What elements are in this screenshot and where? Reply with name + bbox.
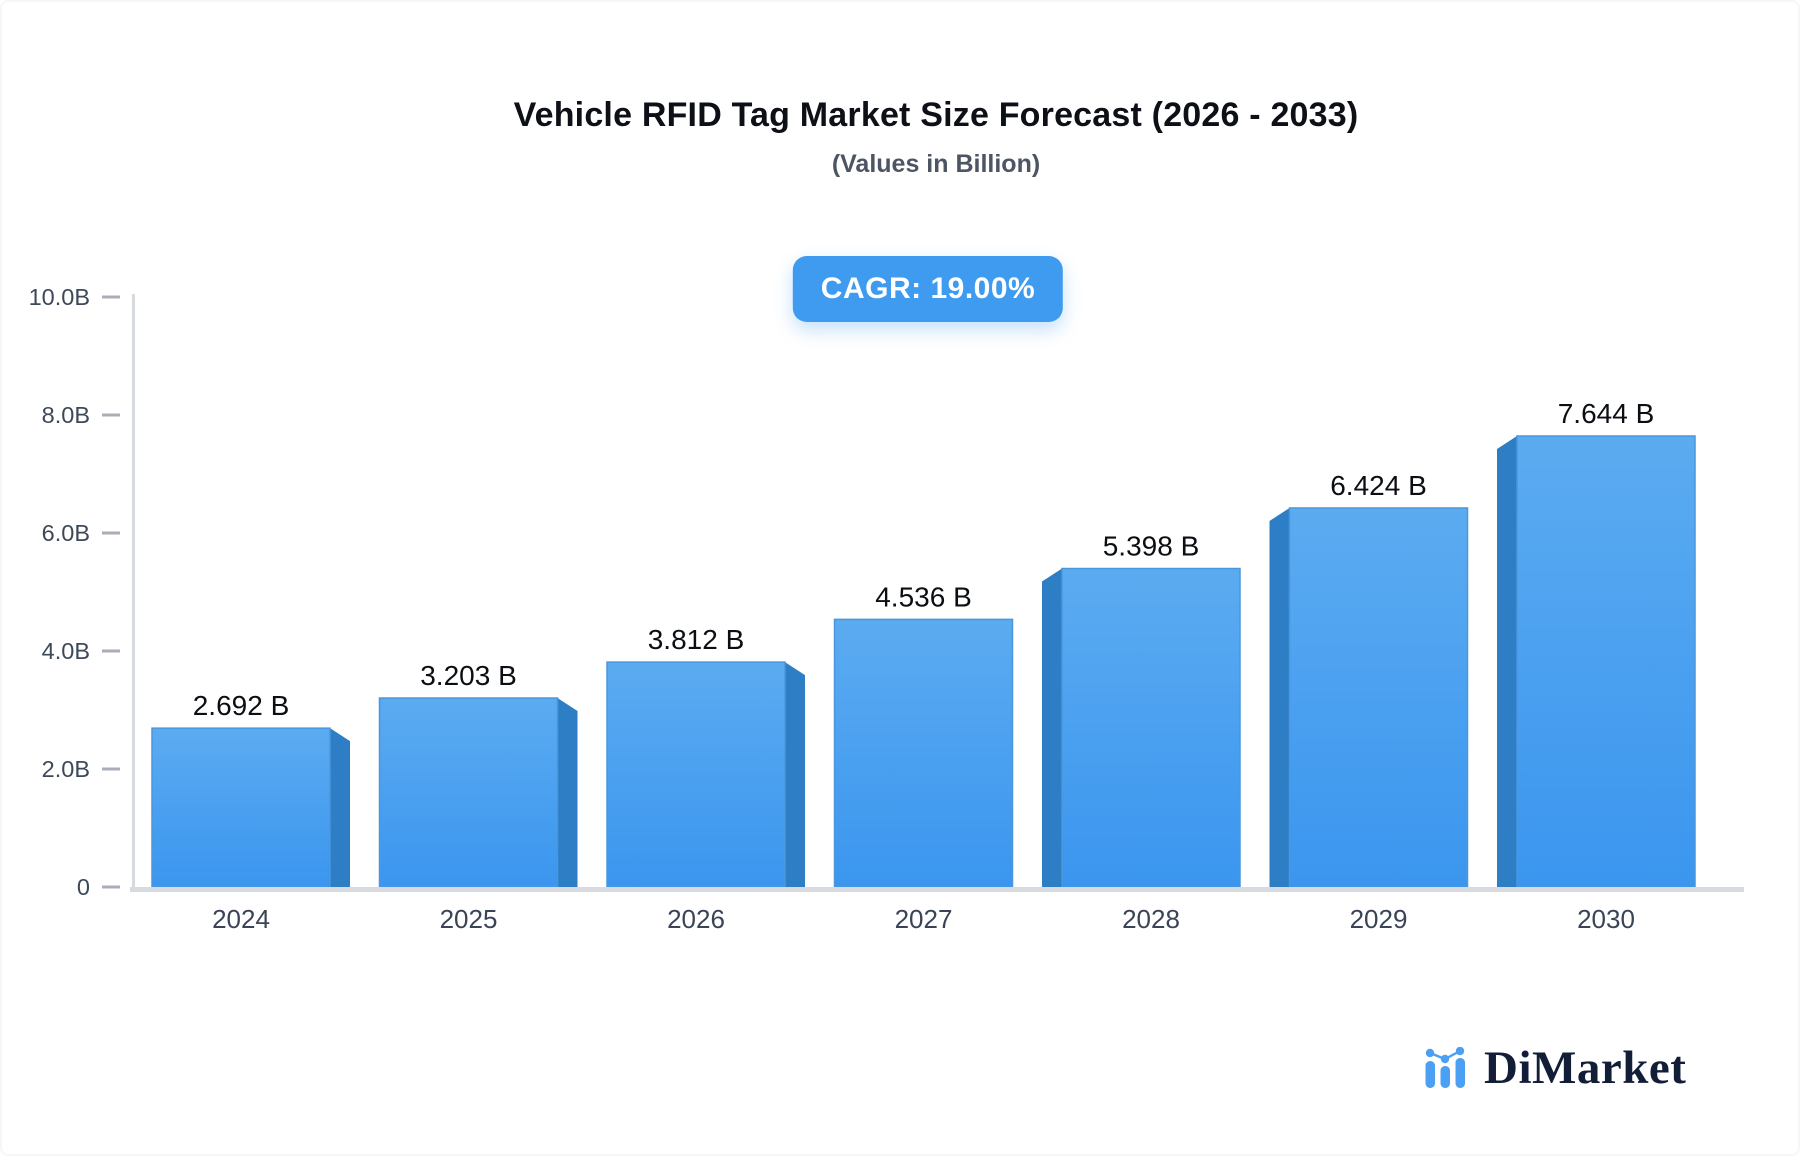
bar-2024: 2.692 B [151, 690, 350, 888]
chart-subtitle: (Values in Billion) [831, 150, 1041, 178]
bar-front-face [1516, 435, 1696, 888]
x-tick-label: 2025 [440, 904, 498, 934]
bar-side-face [1042, 568, 1062, 887]
mini-bar-chart-icon [1425, 1047, 1465, 1088]
bar-value-label: 5.398 B [1103, 531, 1200, 562]
x-tick-label: 2024 [212, 904, 270, 934]
bar-front-face [1288, 507, 1469, 888]
y-tick-label: 4.0B [42, 638, 90, 664]
x-tick-label: 2029 [1350, 904, 1408, 934]
bar-2028: 5.398 B [1042, 531, 1241, 888]
bar-value-label: 4.536 B [875, 581, 972, 612]
bar-side-face [1497, 436, 1517, 887]
chart-title: Vehicle RFID Tag Market Size Forecast (2… [513, 96, 1359, 134]
y-tick-label: 8.0B [42, 402, 90, 428]
bar-side-face [557, 698, 578, 887]
bar-side-face [330, 728, 350, 887]
y-tick-label: 0 [77, 874, 90, 900]
bar-front-face [1061, 567, 1241, 888]
bar-side-face [785, 662, 805, 887]
dimarket-logo: DiMarket [1424, 1042, 1686, 1094]
bar-value-label: 2.692 B [193, 690, 290, 721]
bar-value-label: 3.812 B [648, 624, 745, 655]
bar-value-label: 6.424 B [1330, 470, 1427, 501]
bar-2029: 6.424 B [1269, 470, 1469, 888]
bar-side-face [1269, 507, 1290, 887]
y-tick-label: 2.0B [42, 756, 90, 782]
bar-front-face [378, 697, 559, 888]
y-tick-label: 10.0B [29, 284, 90, 310]
y-tick-label: 6.0B [42, 520, 90, 546]
x-tick-label: 2026 [667, 904, 725, 934]
bar-value-label: 3.203 B [420, 660, 517, 691]
bar-2025: 3.203 B [378, 660, 578, 888]
x-tick-label: 2027 [895, 904, 953, 934]
cagr-badge: CAGR: 19.00% [792, 256, 1064, 322]
bar-2030: 7.644 B [1497, 398, 1696, 888]
bar-front-face [606, 661, 786, 888]
bar-2027: 4.536 B [833, 581, 1014, 888]
bar-front-face [833, 618, 1014, 888]
bar-value-label: 7.644 B [1558, 398, 1655, 429]
x-tick-label: 2030 [1577, 904, 1635, 934]
x-tick-label: 2028 [1122, 904, 1180, 934]
logo-text: DiMarket [1484, 1042, 1687, 1094]
bar-front-face [151, 727, 331, 888]
bar-2026: 3.812 B [606, 624, 805, 888]
